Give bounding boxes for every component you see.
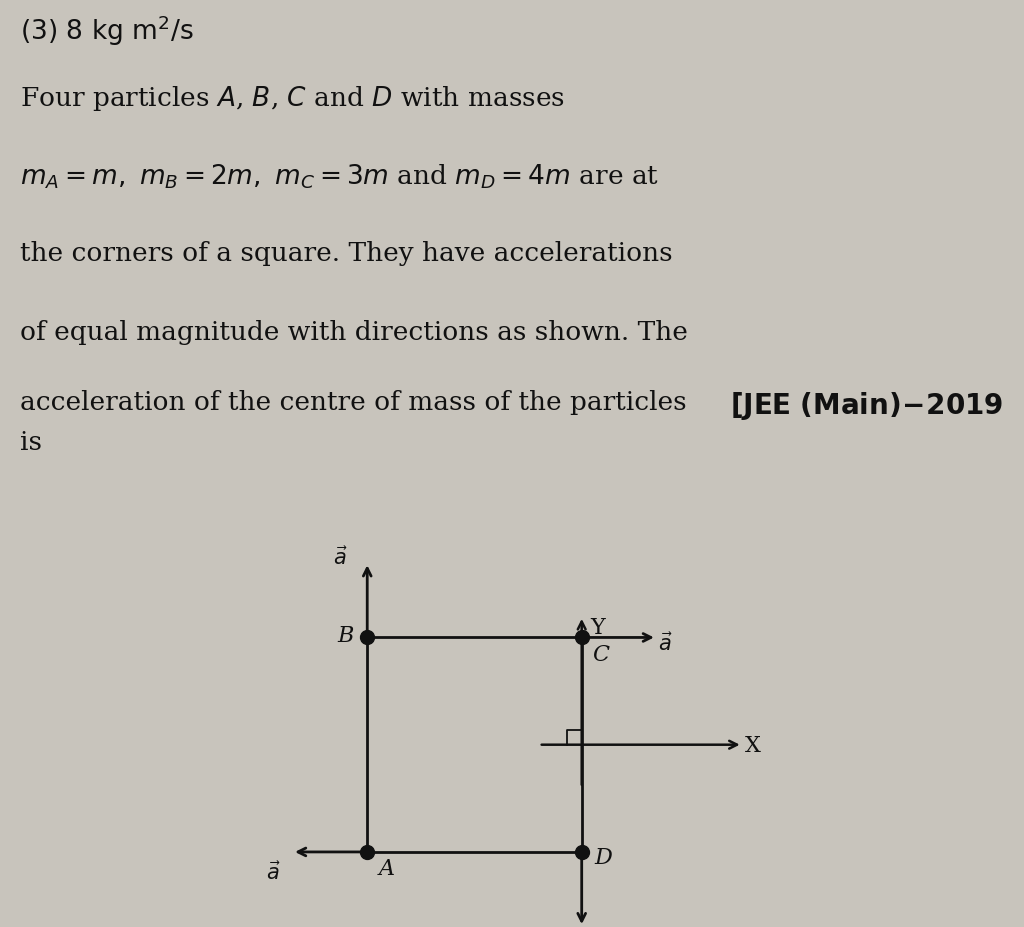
Text: $(3)\ 8\ \mathrm{kg\ m^2/s}$: $(3)\ 8\ \mathrm{kg\ m^2/s}$	[20, 14, 195, 48]
Point	[359, 630, 376, 645]
Text: Y: Y	[590, 616, 605, 639]
Text: $\vec{a}$: $\vec{a}$	[333, 546, 348, 569]
Text: $m_A = m,\ m_B = 2m,\ m_C = 3m$ and $m_D = 4m$ are at: $m_A = m,\ m_B = 2m,\ m_C = 3m$ and $m_D…	[20, 162, 659, 191]
Text: X: X	[744, 734, 761, 756]
Point	[359, 844, 376, 859]
Text: of equal magnitude with directions as shown. The: of equal magnitude with directions as sh…	[20, 320, 688, 345]
Text: $\mathbf{[JEE\ (Main)\!-\!2019}$: $\mathbf{[JEE\ (Main)\!-\!2019}$	[730, 389, 1004, 421]
Text: D: D	[594, 846, 612, 869]
Text: Four particles $A$, $B$, $C$ and $D$ with masses: Four particles $A$, $B$, $C$ and $D$ wit…	[20, 83, 565, 112]
Text: C: C	[593, 642, 609, 665]
Text: B: B	[338, 625, 354, 647]
Text: is: is	[20, 429, 42, 454]
Text: $\vec{a}$: $\vec{a}$	[265, 860, 281, 883]
Point	[573, 844, 590, 859]
Text: acceleration of the centre of mass of the particles: acceleration of the centre of mass of th…	[20, 389, 687, 414]
Point	[573, 630, 590, 645]
Text: A: A	[379, 857, 394, 879]
Text: the corners of a square. They have accelerations: the corners of a square. They have accel…	[20, 241, 673, 266]
Text: $\vec{a}$: $\vec{a}$	[658, 631, 673, 654]
